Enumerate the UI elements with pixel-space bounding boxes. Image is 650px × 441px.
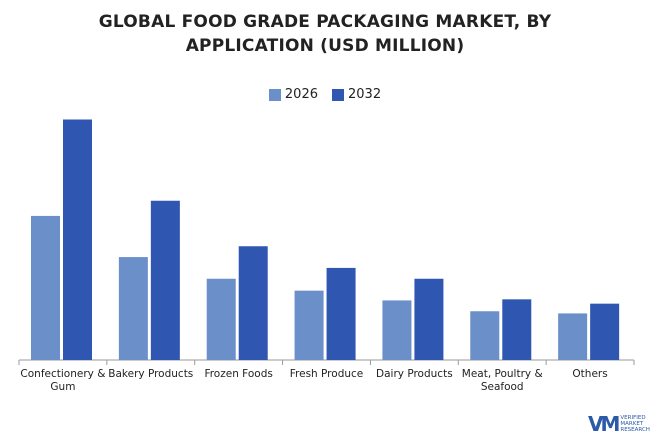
brand-logo: VM VERIFIED MARKET RESEARCH <box>588 412 650 436</box>
x-tick-label: Others <box>572 368 607 380</box>
chart-legend: 2026 2032 <box>0 87 650 102</box>
legend-swatch-2026 <box>268 88 281 101</box>
bar-2032-3 <box>238 246 268 360</box>
x-tick-label: Meat, Poultry & Seafood <box>462 368 543 393</box>
logo-mark: VM <box>588 412 620 436</box>
x-tick-label-line: Gum <box>50 381 75 393</box>
logo-text-line-2: MARKET <box>620 421 644 427</box>
bar-2026-1 <box>31 215 60 360</box>
legend-swatch-2032 <box>332 88 344 101</box>
legend-item-2032: 2032 <box>332 87 381 102</box>
x-tick-label-line: Confectionery & <box>20 368 105 380</box>
x-tick-label-line: Others <box>572 368 607 380</box>
logo-text-line-3: RESEARCH <box>620 427 650 433</box>
x-tick-label: Fresh Produce <box>290 368 364 380</box>
bar-2032-2 <box>150 200 180 360</box>
bar-2026-7 <box>558 313 588 360</box>
chart-title-line-1: GLOBAL FOOD GRADE PACKAGING MARKET, BY <box>98 12 552 32</box>
bar-2026-3 <box>206 278 236 360</box>
bar-2032-5 <box>414 278 444 360</box>
logo-text-line-1: VERIFIED <box>620 415 646 421</box>
x-tick-label-line: Fresh Produce <box>290 368 364 380</box>
bar-2026-4 <box>294 290 324 360</box>
bar-2026-6 <box>470 311 500 360</box>
x-tick-label-line: Dairy Products <box>376 368 453 380</box>
bar-2032-1 <box>63 119 92 360</box>
bar-2026-5 <box>382 300 412 360</box>
x-tick-label: Bakery Products <box>108 368 193 380</box>
bar-2032-7 <box>590 303 620 360</box>
x-tick-label-line: Seafood <box>481 381 524 393</box>
bar-2032-6 <box>502 299 532 360</box>
chart-title-line-2: APPLICATION (USD MILLION) <box>185 36 465 56</box>
x-tick-label: Confectionery & Gum <box>20 368 105 393</box>
logo-text: VERIFIED MARKET RESEARCH <box>620 415 650 433</box>
x-tick-label: Dairy Products <box>376 368 453 380</box>
legend-label-2026: 2026 <box>284 87 318 102</box>
x-tick-label: Frozen Foods <box>204 368 272 380</box>
x-tick-label-line: Frozen Foods <box>204 368 272 380</box>
legend-item-2026: 2026 <box>268 87 318 102</box>
chart-title: GLOBAL FOOD GRADE PACKAGING MARKET, BY A… <box>0 10 650 58</box>
x-tick-label-line: Meat, Poultry & <box>462 368 543 380</box>
legend-label-2032: 2032 <box>348 87 382 102</box>
bar-2026-2 <box>118 257 148 360</box>
x-tick-label-line: Bakery Products <box>108 368 193 380</box>
bar-2032-4 <box>326 267 356 360</box>
